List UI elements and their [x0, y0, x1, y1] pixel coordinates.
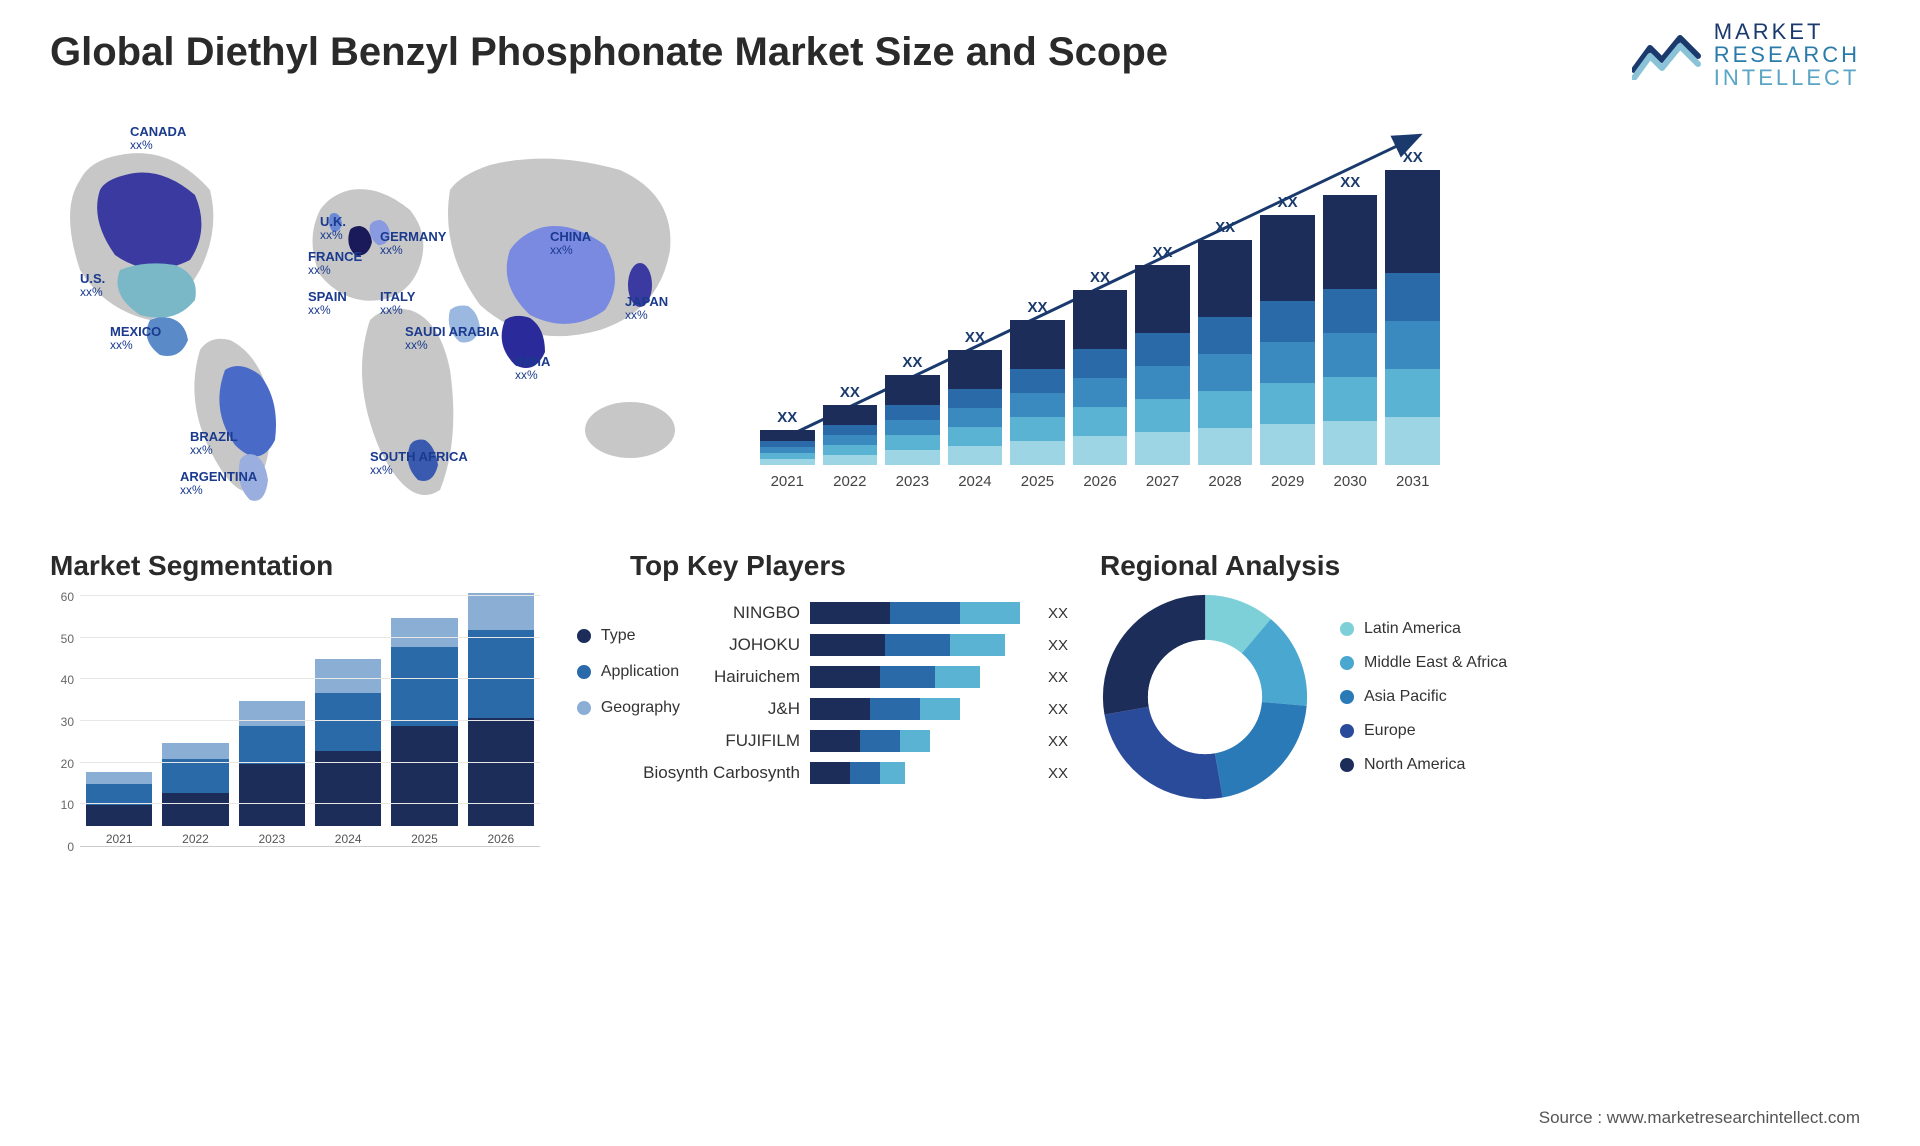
- key-player-name: Hairuichem: [630, 667, 800, 687]
- logo-mark-icon: [1632, 30, 1702, 80]
- key-player-name: JOHOKU: [630, 635, 800, 655]
- bar-value-label: XX: [965, 329, 985, 346]
- regional-title: Regional Analysis: [1100, 550, 1560, 582]
- regional-legend: Latin America Middle East & Africa Asia Pa…: [1340, 620, 1507, 774]
- seg-bar: 2021: [86, 772, 152, 846]
- logo-text-1: MARKET: [1714, 20, 1860, 43]
- logo-text-2: RESEARCH: [1714, 43, 1860, 66]
- seg-bar: 2025: [391, 618, 457, 846]
- bar-year-label: 2028: [1208, 473, 1241, 490]
- key-player-name: NINGBO: [630, 603, 800, 623]
- bar-value-label: XX: [1090, 269, 1110, 286]
- main-bar-chart: XX 2021 XX 2022 XX 2023 XX 2024 XX 2025 XX 2026 XX 20…: [760, 120, 1440, 520]
- segmentation-title: Market Segmentation: [50, 550, 540, 582]
- map-label: BRAZILxx%: [190, 430, 238, 457]
- page-title: Global Diethyl Benzyl Phosphonate Market…: [50, 30, 1168, 75]
- main-chart-bar: XX 2025: [1010, 299, 1065, 490]
- map-label: FRANCExx%: [308, 250, 362, 277]
- map-label: ARGENTINAxx%: [180, 470, 257, 497]
- legend-item: Asia Pacific: [1340, 688, 1507, 706]
- key-player-name: Biosynth Carbosynth: [630, 763, 800, 783]
- key-player-row: NINGBOXX: [630, 602, 1070, 624]
- key-player-name: J&H: [630, 699, 800, 719]
- bar-year-label: 2030: [1334, 473, 1367, 490]
- bar-year-label: 2029: [1271, 473, 1304, 490]
- main-chart-bar: XX 2021: [760, 409, 815, 490]
- segmentation-chart: 0102030405060 202120222023202420252026 T…: [50, 597, 540, 877]
- bar-year-label: 2027: [1146, 473, 1179, 490]
- bar-year-label: 2026: [1083, 473, 1116, 490]
- main-chart-bar: XX 2028: [1198, 219, 1253, 490]
- bar-value-label: XX: [902, 354, 922, 371]
- key-player-name: FUJIFILM: [630, 731, 800, 751]
- bar-value-label: XX: [777, 409, 797, 426]
- bar-value-label: XX: [1340, 174, 1360, 191]
- bar-year-label: 2025: [1021, 473, 1054, 490]
- world-map: CANADAxx% U.S.xx% MEXICOxx% BRAZILxx% ARGENT…: [50, 120, 700, 520]
- key-players-title: Top Key Players: [630, 550, 1070, 582]
- bar-value-label: XX: [1278, 194, 1298, 211]
- bar-value-label: XX: [1027, 299, 1047, 316]
- map-label: U.S.xx%: [80, 272, 105, 299]
- seg-bar: 2024: [315, 659, 381, 846]
- seg-bar: 2023: [239, 701, 305, 846]
- main-chart-bar: XX 2029: [1260, 194, 1315, 490]
- source-text: Source : www.marketresearchintellect.com: [1539, 1108, 1860, 1128]
- bar-year-label: 2024: [958, 473, 991, 490]
- key-player-row: HairuichemXX: [630, 666, 1070, 688]
- bar-year-label: 2022: [833, 473, 866, 490]
- brand-logo: MARKET RESEARCH INTELLECT: [1632, 20, 1860, 89]
- main-chart-bar: XX 2027: [1135, 244, 1190, 490]
- legend-item: Middle East & Africa: [1340, 654, 1507, 672]
- map-label: SAUDI ARABIAxx%: [405, 325, 499, 352]
- map-label: JAPANxx%: [625, 295, 668, 322]
- map-label: CANADAxx%: [130, 125, 186, 152]
- segmentation-section: Market Segmentation 0102030405060 202120…: [50, 550, 540, 877]
- regional-donut-chart: [1100, 592, 1310, 802]
- bar-year-label: 2021: [771, 473, 804, 490]
- main-chart-bar: XX 2022: [823, 384, 878, 490]
- map-label: SOUTH AFRICAxx%: [370, 450, 468, 477]
- key-player-row: Biosynth CarbosynthXX: [630, 762, 1070, 784]
- bar-year-label: 2023: [896, 473, 929, 490]
- regional-section: Regional Analysis Latin America Middle Ea…: [1100, 550, 1560, 802]
- main-chart-bar: XX 2023: [885, 354, 940, 490]
- legend-item: Latin America: [1340, 620, 1507, 638]
- main-chart-bar: XX 2031: [1385, 149, 1440, 490]
- main-chart-bar: XX 2026: [1073, 269, 1128, 490]
- legend-item: North America: [1340, 756, 1507, 774]
- bar-value-label: XX: [1215, 219, 1235, 236]
- legend-item: Europe: [1340, 722, 1507, 740]
- key-player-row: FUJIFILMXX: [630, 730, 1070, 752]
- key-player-row: J&HXX: [630, 698, 1070, 720]
- map-label: CHINAxx%: [550, 230, 591, 257]
- bar-value-label: XX: [1403, 149, 1423, 166]
- map-label: MEXICOxx%: [110, 325, 161, 352]
- bar-year-label: 2031: [1396, 473, 1429, 490]
- bar-value-label: XX: [1153, 244, 1173, 261]
- main-chart-bar: XX 2030: [1323, 174, 1378, 490]
- logo-text-3: INTELLECT: [1714, 66, 1860, 89]
- key-player-row: JOHOKUXX: [630, 634, 1070, 656]
- map-label: ITALYxx%: [380, 290, 415, 317]
- bar-value-label: XX: [840, 384, 860, 401]
- map-label: SPAINxx%: [308, 290, 347, 317]
- key-players-section: Top Key Players NINGBOXX JOHOKUXX Hairuich…: [630, 550, 1070, 784]
- map-label: U.K.xx%: [320, 215, 346, 242]
- map-label: GERMANYxx%: [380, 230, 446, 257]
- seg-bar: 2022: [162, 743, 228, 846]
- main-chart-bar: XX 2024: [948, 329, 1003, 490]
- map-label: INDIAxx%: [515, 355, 550, 382]
